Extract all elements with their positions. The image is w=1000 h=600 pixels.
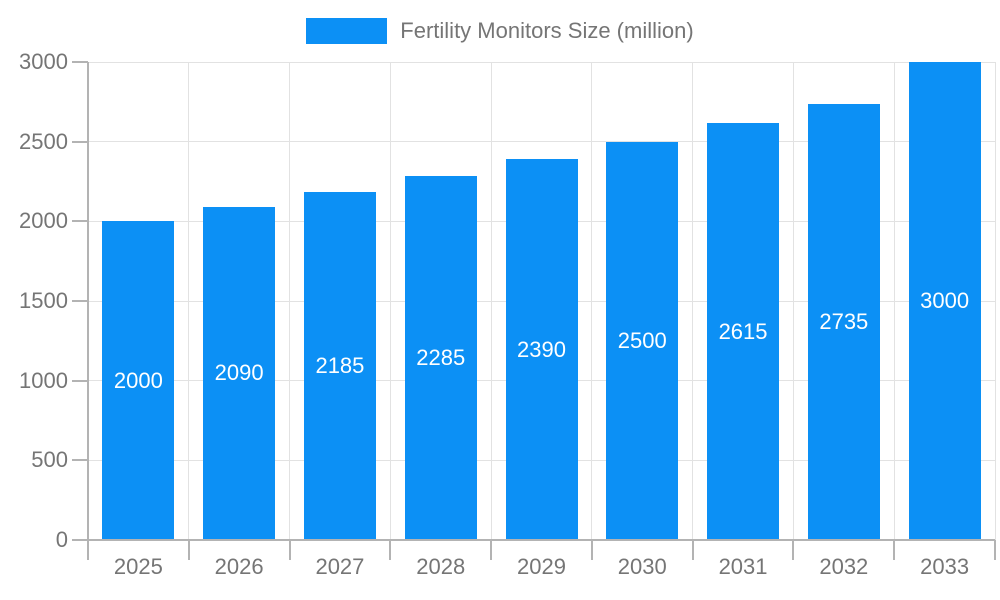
x-tick — [691, 540, 694, 560]
bar[interactable]: 2390 — [505, 159, 578, 540]
x-tick — [389, 540, 392, 560]
bar[interactable]: 2615 — [707, 123, 780, 540]
x-tick — [893, 540, 896, 560]
y-tick — [72, 300, 88, 302]
bar-value-label: 2285 — [416, 344, 466, 370]
x-tick-label: 2033 — [920, 554, 970, 579]
x-tick — [187, 540, 190, 560]
x-tick-label: 2030 — [617, 554, 667, 579]
y-tick-label: 3000 — [19, 49, 68, 74]
h-gridline — [88, 61, 995, 63]
x-tick-label: 2032 — [819, 554, 869, 579]
v-gridline — [994, 62, 996, 540]
bar-value-label: 2735 — [819, 309, 869, 335]
bar[interactable]: 2000 — [102, 221, 175, 540]
x-axis-line — [88, 539, 995, 541]
legend[interactable]: Fertility Monitors Size (million) — [0, 16, 1000, 46]
y-tick-label: 1000 — [19, 367, 68, 393]
y-tick-label: 1500 — [19, 288, 68, 313]
bar-value-label: 2185 — [315, 352, 365, 378]
y-tick — [72, 539, 88, 541]
bar[interactable]: 2185 — [303, 191, 376, 540]
x-tick — [994, 540, 996, 560]
x-tick-label: 2029 — [517, 554, 566, 579]
y-tick-label: 2000 — [19, 208, 68, 234]
bar-value-label: 2090 — [214, 360, 264, 386]
x-tick-label: 2031 — [718, 554, 768, 579]
legend-swatch — [306, 18, 388, 44]
y-tick-label: 500 — [31, 447, 68, 473]
bar[interactable]: 2500 — [606, 141, 679, 540]
y-tick-label: 2500 — [19, 128, 68, 154]
x-tick — [792, 540, 795, 560]
y-tick — [72, 61, 88, 63]
y-tick — [72, 220, 88, 223]
bar[interactable]: 2090 — [203, 206, 276, 540]
bar[interactable]: 3000 — [908, 62, 981, 540]
y-tick — [72, 459, 88, 462]
bar-value-label: 2000 — [113, 367, 163, 393]
legend-label: Fertility Monitors Size (million) — [400, 18, 694, 43]
h-gridline — [88, 141, 995, 143]
x-tick — [590, 540, 593, 560]
bar-value-label: 2390 — [517, 336, 566, 362]
bar-value-label: 3000 — [920, 288, 970, 313]
y-axis-line — [87, 62, 89, 540]
x-tick-label: 2028 — [416, 554, 466, 579]
x-tick-label: 2026 — [214, 554, 264, 579]
x-tick — [87, 540, 89, 560]
bar-value-label: 2615 — [718, 318, 768, 344]
bar[interactable]: 2735 — [807, 104, 880, 540]
y-tick — [72, 379, 88, 382]
x-tick-label: 2025 — [113, 554, 163, 579]
plot-area: 2000 2090 2185 2285 2390 2500 2615 2735 3000 0 500… — [19, 49, 996, 579]
x-tick — [490, 540, 493, 560]
y-tick-label: 0 — [55, 527, 68, 552]
x-tick-label: 2027 — [315, 554, 365, 579]
bar[interactable]: 2285 — [404, 175, 477, 540]
bar-value-label: 2500 — [617, 327, 667, 353]
y-tick — [72, 140, 88, 143]
x-tick — [288, 540, 291, 560]
